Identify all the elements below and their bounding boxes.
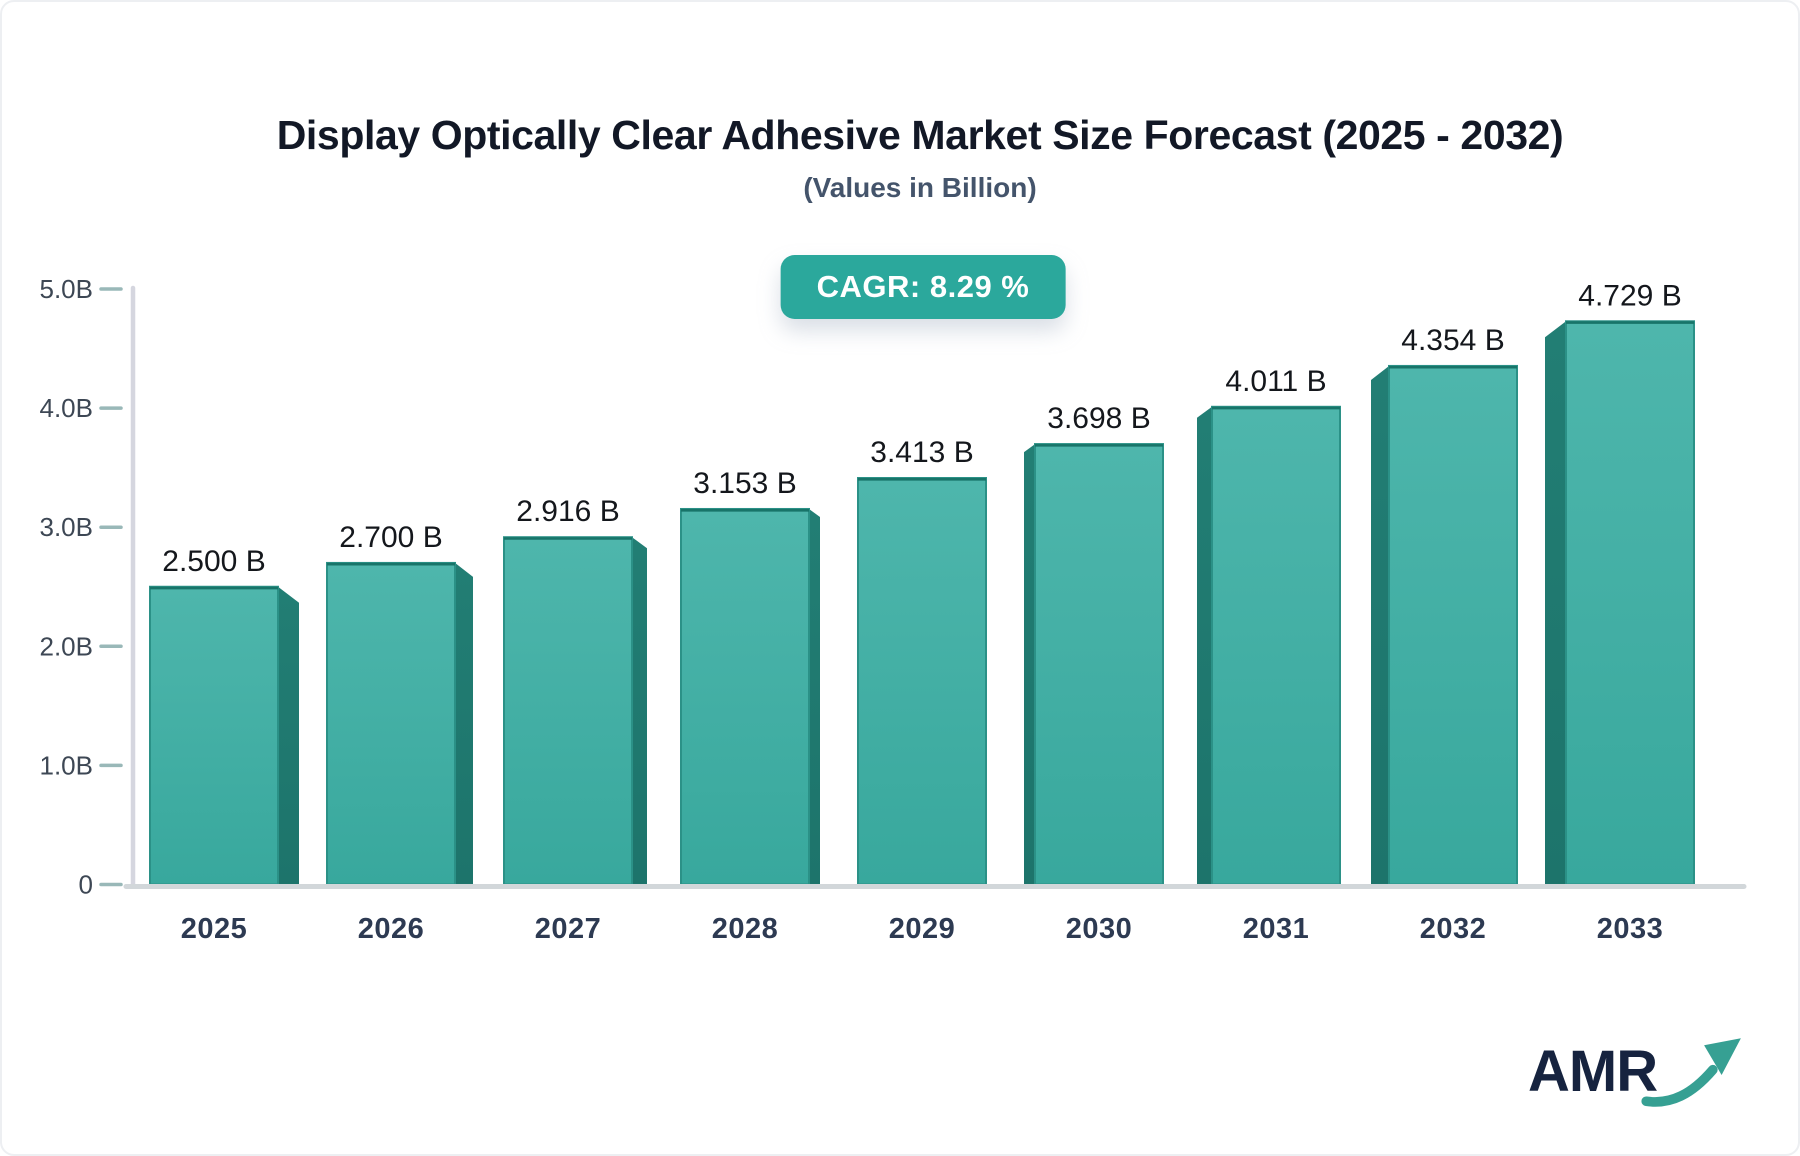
bar-value-label: 3.698 B bbox=[1047, 402, 1150, 435]
bar-2032[interactable] bbox=[1371, 364, 1518, 886]
x-tick-label: 2033 bbox=[1597, 913, 1664, 945]
bar-value-label: 4.011 B bbox=[1225, 365, 1326, 398]
bar-front-face bbox=[857, 477, 987, 886]
bar-value-label: 4.354 B bbox=[1401, 324, 1504, 357]
bar-2033[interactable] bbox=[1545, 320, 1695, 886]
x-tick-label: 2029 bbox=[889, 913, 956, 945]
y-tick-label: 5.0B bbox=[40, 274, 94, 304]
bar-front-face bbox=[1034, 443, 1164, 886]
chart-title: Display Optically Clear Adhesive Market … bbox=[276, 112, 1564, 158]
x-tick-label: 2031 bbox=[1243, 913, 1310, 945]
axis-layer: 5.0B 4.0B 3.0B 2.0B 1.0B 0 bbox=[40, 274, 136, 900]
bar-front-face bbox=[680, 507, 810, 886]
y-tick-label: 1.0B bbox=[40, 750, 94, 780]
bar-value-label: 3.413 B bbox=[870, 436, 973, 469]
bar-side-face bbox=[632, 537, 647, 885]
y-tick-label: 0 bbox=[79, 870, 93, 900]
x-tick-label: 2030 bbox=[1066, 913, 1133, 945]
bar-side-face bbox=[1545, 321, 1566, 885]
x-tick-label: 2026 bbox=[358, 913, 425, 945]
bar-2031[interactable] bbox=[1197, 405, 1341, 886]
bar-side-face bbox=[1197, 406, 1212, 885]
bar-value-label: 2.500 B bbox=[162, 545, 265, 578]
bar-2025[interactable] bbox=[149, 585, 299, 886]
bar-2030[interactable] bbox=[1024, 443, 1164, 886]
x-tick-label: 2027 bbox=[535, 913, 602, 945]
bar-2028[interactable] bbox=[680, 507, 820, 886]
bar-side-face bbox=[1371, 365, 1389, 885]
bar-2029[interactable] bbox=[857, 477, 987, 886]
bar-side-face bbox=[1024, 444, 1035, 885]
bar-front-face bbox=[1211, 405, 1341, 886]
bar-side-face bbox=[278, 586, 299, 885]
y-tick-label: 2.0B bbox=[40, 631, 94, 661]
bar-side-face bbox=[809, 508, 820, 885]
bar-value-label: 4.729 B bbox=[1578, 279, 1681, 312]
y-tick-label: 3.0B bbox=[40, 512, 94, 542]
bar-front-face bbox=[149, 585, 279, 886]
bar-value-label: 3.153 B bbox=[693, 467, 796, 500]
amr-logo: AMR bbox=[1528, 1026, 1748, 1118]
bars-layer bbox=[149, 320, 1695, 886]
bar-2026[interactable] bbox=[326, 561, 473, 886]
bar-side-face bbox=[455, 562, 473, 885]
x-tick-label: 2032 bbox=[1420, 913, 1487, 945]
x-tick-label: 2028 bbox=[712, 913, 779, 945]
amr-logo-text: AMR bbox=[1528, 1039, 1658, 1104]
cagr-badge: CAGR: 8.29 % bbox=[780, 255, 1066, 319]
bar-front-face bbox=[326, 561, 456, 886]
growth-arrow-icon bbox=[1641, 1038, 1741, 1107]
y-tick-label: 4.0B bbox=[40, 393, 94, 423]
labels-layer: 2.500 B 2025 2.700 B 2026 2.916 B 2027 3.153 B… bbox=[123, 279, 1747, 945]
bar-value-label: 2.700 B bbox=[339, 521, 442, 554]
bar-front-face bbox=[1565, 320, 1695, 886]
cagr-badge-label: CAGR: 8.29 % bbox=[816, 269, 1030, 304]
bar-value-label: 2.916 B bbox=[516, 495, 619, 528]
x-tick-label: 2025 bbox=[181, 913, 248, 945]
bar-front-face bbox=[1388, 364, 1518, 886]
chart-subtitle: (Values in Billion) bbox=[803, 172, 1037, 203]
bar-2027[interactable] bbox=[503, 536, 647, 886]
bar-front-face bbox=[503, 536, 633, 886]
